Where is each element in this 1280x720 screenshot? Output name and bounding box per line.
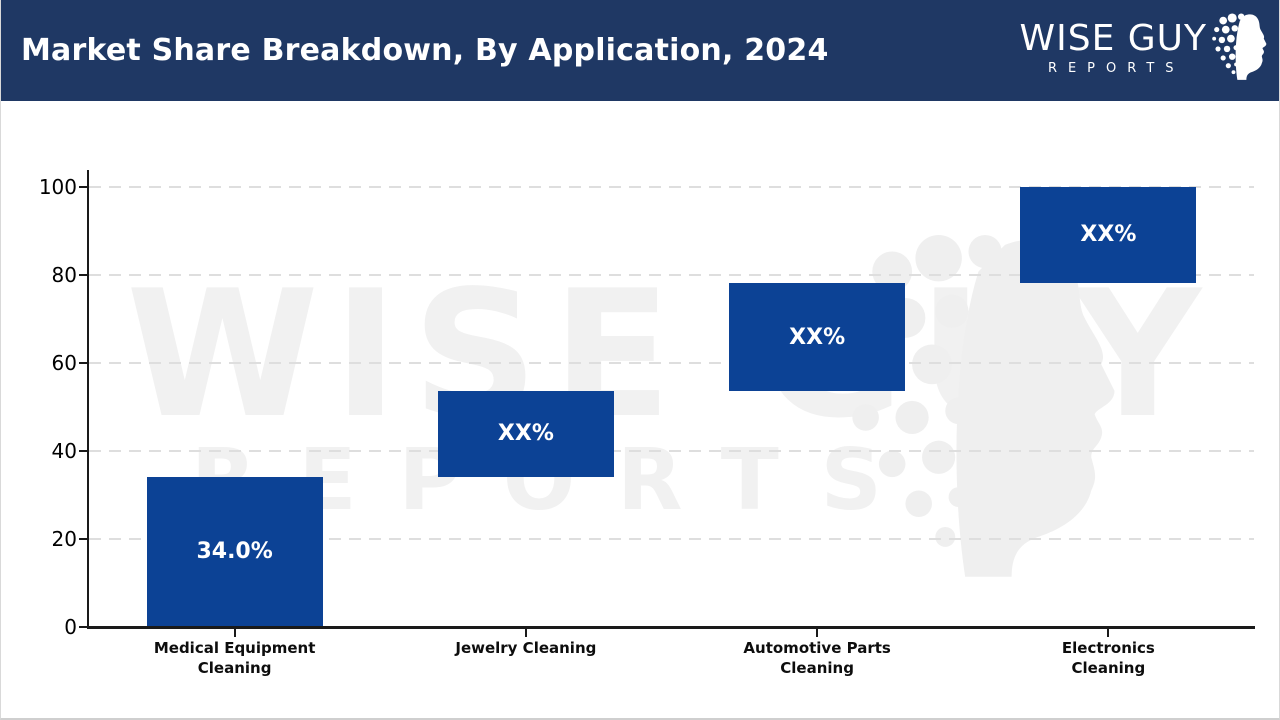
y-tick-label: 40	[51, 438, 77, 463]
gridline	[89, 361, 1254, 364]
logo-head-dots-icon	[1212, 13, 1267, 80]
wise-guy-logo: WISE GUY REPORTS	[1020, 10, 1268, 84]
y-axis-line	[87, 170, 89, 629]
gridline	[89, 185, 1254, 188]
x-tick-mark	[233, 629, 236, 637]
x-category-label: Automotive Parts Cleaning	[743, 639, 891, 677]
gridline	[89, 273, 1254, 276]
x-tick-mark	[816, 629, 819, 637]
chart-title: Market Share Breakdown, By Application, …	[21, 33, 829, 68]
gridline	[89, 449, 1254, 452]
bar-segment: 34.0%	[146, 476, 323, 627]
y-tick-label: 100	[38, 174, 77, 199]
y-tick-label: 60	[51, 350, 77, 375]
x-category-label: Electronics Cleaning	[1061, 639, 1155, 677]
bar-segment: XX%	[437, 391, 614, 477]
x-axis-line	[87, 626, 1255, 629]
logo-wordmark: WISE GUY	[1019, 17, 1207, 59]
y-tick-mark	[79, 361, 89, 364]
x-category-label: Jewelry Cleaning	[455, 639, 597, 657]
header-bar: Market Share Breakdown, By Application, …	[1, 0, 1279, 101]
bar-value-label: XX%	[789, 324, 846, 350]
x-category-label: Medical Equipment Cleaning	[153, 639, 316, 677]
bar-segment: XX%	[729, 283, 906, 392]
y-tick-label: 0	[64, 614, 77, 639]
y-tick-label: 80	[51, 262, 77, 287]
y-tick-mark	[79, 449, 89, 452]
y-tick-mark	[79, 537, 89, 540]
y-tick-mark	[79, 185, 89, 188]
y-tick-mark	[79, 625, 89, 628]
bar-value-label: 34.0%	[196, 539, 273, 565]
gridline	[89, 537, 1254, 540]
bar-segment: XX%	[1020, 186, 1197, 284]
bar-value-label: XX%	[1080, 222, 1137, 248]
y-tick-label: 20	[51, 526, 77, 551]
x-tick-mark	[1107, 629, 1110, 637]
y-tick-mark	[79, 273, 89, 276]
bar-value-label: XX%	[497, 421, 554, 447]
logo-text: WISE GUY REPORTS	[1019, 17, 1208, 76]
x-tick-mark	[524, 629, 527, 637]
logo-subtitle: REPORTS	[1047, 60, 1185, 76]
